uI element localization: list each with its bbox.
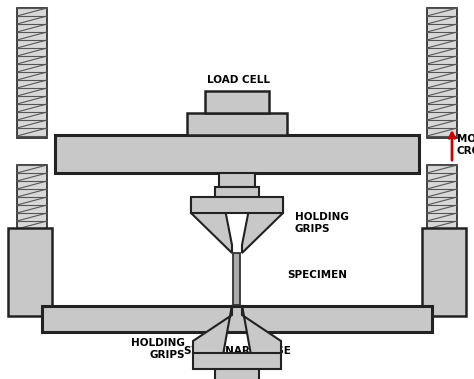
Text: GRIPS: GRIPS (295, 224, 330, 234)
Bar (193, 353, 281, 369)
Bar (205, 91, 269, 113)
Bar (215, 187, 259, 199)
Polygon shape (242, 199, 283, 253)
Bar (42, 306, 432, 332)
Bar (427, 165, 457, 305)
Bar (191, 197, 283, 213)
Text: HOLDING: HOLDING (131, 338, 185, 348)
Bar (219, 173, 255, 187)
Bar (17, 8, 47, 138)
Bar (422, 228, 466, 316)
Polygon shape (242, 305, 281, 355)
Bar (17, 165, 47, 305)
Text: CROSSHEAD: CROSSHEAD (457, 146, 474, 156)
Text: STATIONARY BASE: STATIONARY BASE (183, 346, 291, 356)
Bar (55, 135, 419, 173)
Bar (234, 253, 240, 305)
Polygon shape (191, 199, 232, 253)
Text: HOLDING: HOLDING (295, 212, 349, 222)
Text: GRIPS: GRIPS (149, 350, 185, 360)
Bar (215, 367, 259, 379)
Text: SPECIMEN: SPECIMEN (287, 270, 347, 280)
Text: LOAD CELL: LOAD CELL (208, 75, 271, 85)
Bar (187, 113, 287, 135)
Bar (8, 228, 52, 316)
Polygon shape (193, 305, 232, 355)
Bar (427, 8, 457, 138)
Text: MOVING: MOVING (457, 134, 474, 144)
